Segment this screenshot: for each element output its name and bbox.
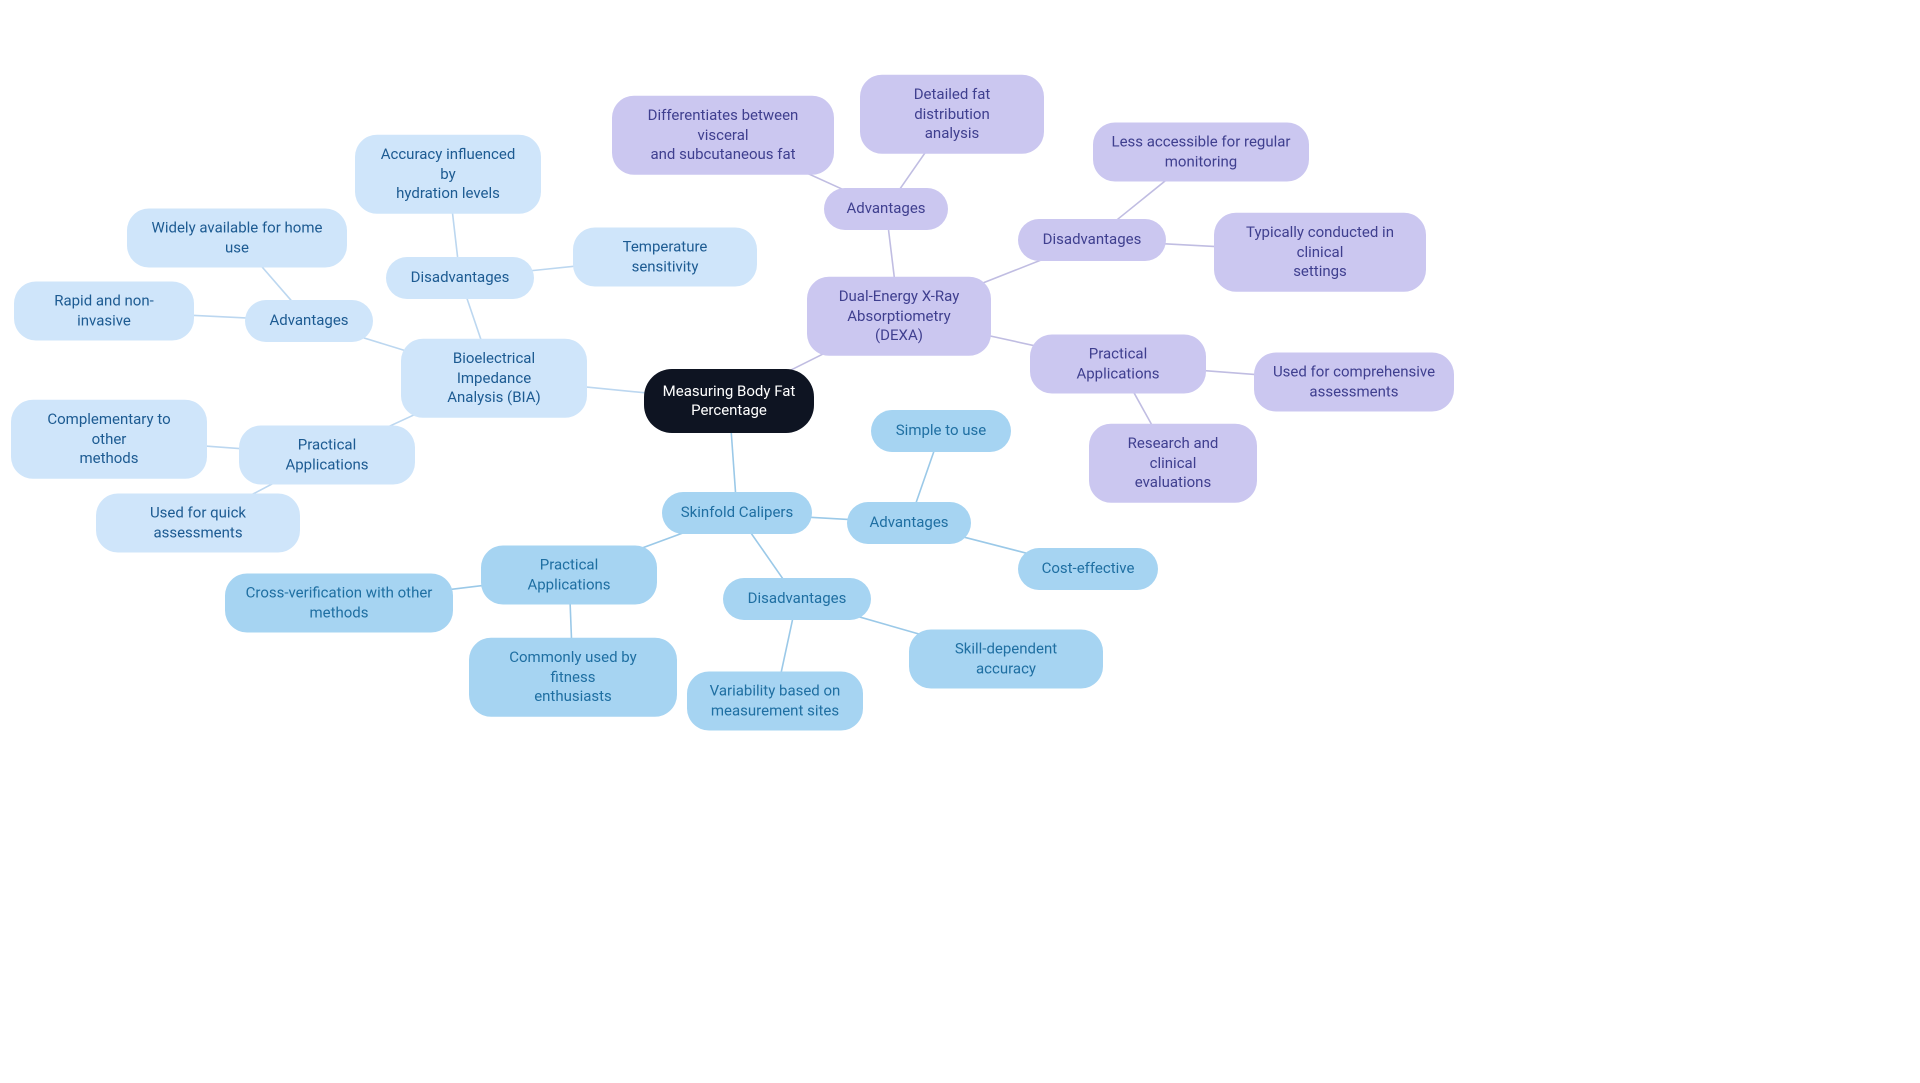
node-label: Cost-effective [1042, 559, 1135, 579]
edge [751, 534, 782, 579]
node-skin-adv: Advantages [847, 502, 971, 544]
node-dexa-dis: Disadvantages [1018, 219, 1166, 261]
node-skin-adv-2: Cost-effective [1018, 548, 1158, 590]
node-skin-app-2: Commonly used by fitnessenthusiasts [469, 638, 677, 717]
node-label: Advantages [869, 513, 948, 533]
edge [192, 315, 246, 318]
node-label: Used for comprehensiveassessments [1273, 363, 1435, 402]
node-bia-dis: Disadvantages [386, 257, 534, 299]
node-label: Typically conducted in clinicalsettings [1232, 223, 1408, 282]
node-bia-dis-2: Temperature sensitivity [573, 228, 757, 287]
node-label: Research and clinicalevaluations [1107, 434, 1239, 493]
edge [204, 446, 243, 449]
node-dexa-adv-1: Differentiates between visceraland subcu… [612, 96, 834, 175]
edge [781, 620, 792, 673]
node-label: Disadvantages [748, 589, 847, 609]
node-skin-adv-1: Simple to use [871, 410, 1011, 452]
edge [731, 433, 735, 492]
node-skin: Skinfold Calipers [662, 492, 812, 534]
edge [810, 517, 847, 519]
node-label: Disadvantages [411, 268, 510, 288]
node-label: Widely available for home use [145, 219, 329, 258]
node-dexa-dis-2: Typically conducted in clinicalsettings [1214, 213, 1426, 292]
node-dexa: Dual-Energy X-RayAbsorptiometry (DEXA) [807, 277, 991, 356]
node-dexa-adv-2: Detailed fat distributionanalysis [860, 75, 1044, 154]
node-bia-app: Practical Applications [239, 426, 415, 485]
node-skin-app-1: Cross-verification with othermethods [225, 574, 453, 633]
node-label: Variability based onmeasurement sites [710, 682, 841, 721]
node-skin-dis-2: Skill-dependent accuracy [909, 630, 1103, 689]
node-skin-dis: Disadvantages [723, 578, 871, 620]
node-label: Simple to use [896, 421, 986, 441]
node-label: Temperature sensitivity [591, 238, 739, 277]
node-label: Disadvantages [1043, 230, 1142, 250]
node-bia-dis-1: Accuracy influenced byhydration levels [355, 135, 541, 214]
node-dexa-dis-1: Less accessible for regularmonitoring [1093, 123, 1309, 182]
node-bia: Bioelectrical ImpedanceAnalysis (BIA) [401, 339, 587, 418]
node-label: Rapid and non-invasive [32, 292, 176, 331]
node-skin-app: Practical Applications [481, 546, 657, 605]
node-bia-adv-1: Widely available for home use [127, 209, 347, 268]
node-label: Complementary to othermethods [29, 410, 189, 469]
node-dexa-app-2: Research and clinicalevaluations [1089, 424, 1257, 503]
node-label: Bioelectrical ImpedanceAnalysis (BIA) [419, 349, 569, 408]
edge [958, 536, 1034, 556]
node-bia-adv: Advantages [245, 300, 373, 342]
node-dexa-adv: Advantages [824, 188, 948, 230]
node-label: Dual-Energy X-RayAbsorptiometry (DEXA) [825, 287, 973, 346]
node-label: Accuracy influenced byhydration levels [373, 145, 523, 204]
node-label: Used for quick assessments [114, 504, 282, 543]
node-bia-app-1: Complementary to othermethods [11, 400, 207, 479]
node-label: Practical Applications [257, 436, 397, 475]
node-label: Differentiates between visceraland subcu… [630, 106, 816, 165]
mindmap-diagram: Measuring Body FatPercentage Bioelectrica… [0, 0, 1920, 1083]
node-dexa-app-1: Used for comprehensiveassessments [1254, 353, 1454, 412]
node-label: Practical Applications [1048, 345, 1188, 384]
node-label: Practical Applications [499, 556, 639, 595]
node-label: Cross-verification with othermethods [246, 584, 433, 623]
edge [916, 452, 933, 502]
node-label: Measuring Body FatPercentage [663, 382, 796, 421]
edge [1202, 370, 1258, 374]
node-label: Commonly used by fitnessenthusiasts [487, 648, 659, 707]
edge [1165, 244, 1216, 247]
node-dexa-app: Practical Applications [1030, 335, 1206, 394]
node-label: Skill-dependent accuracy [927, 640, 1085, 679]
node-label: Less accessible for regularmonitoring [1112, 133, 1291, 172]
node-label: Skinfold Calipers [681, 503, 793, 523]
edge [1117, 179, 1168, 221]
node-center: Measuring Body FatPercentage [644, 369, 814, 433]
edge [583, 387, 647, 393]
node-label: Advantages [269, 311, 348, 331]
node-bia-app-2: Used for quick assessments [96, 494, 300, 553]
node-label: Advantages [846, 199, 925, 219]
node-bia-adv-2: Rapid and non-invasive [14, 282, 194, 341]
node-skin-dis-1: Variability based onmeasurement sites [687, 672, 863, 731]
node-label: Detailed fat distributionanalysis [878, 85, 1026, 144]
